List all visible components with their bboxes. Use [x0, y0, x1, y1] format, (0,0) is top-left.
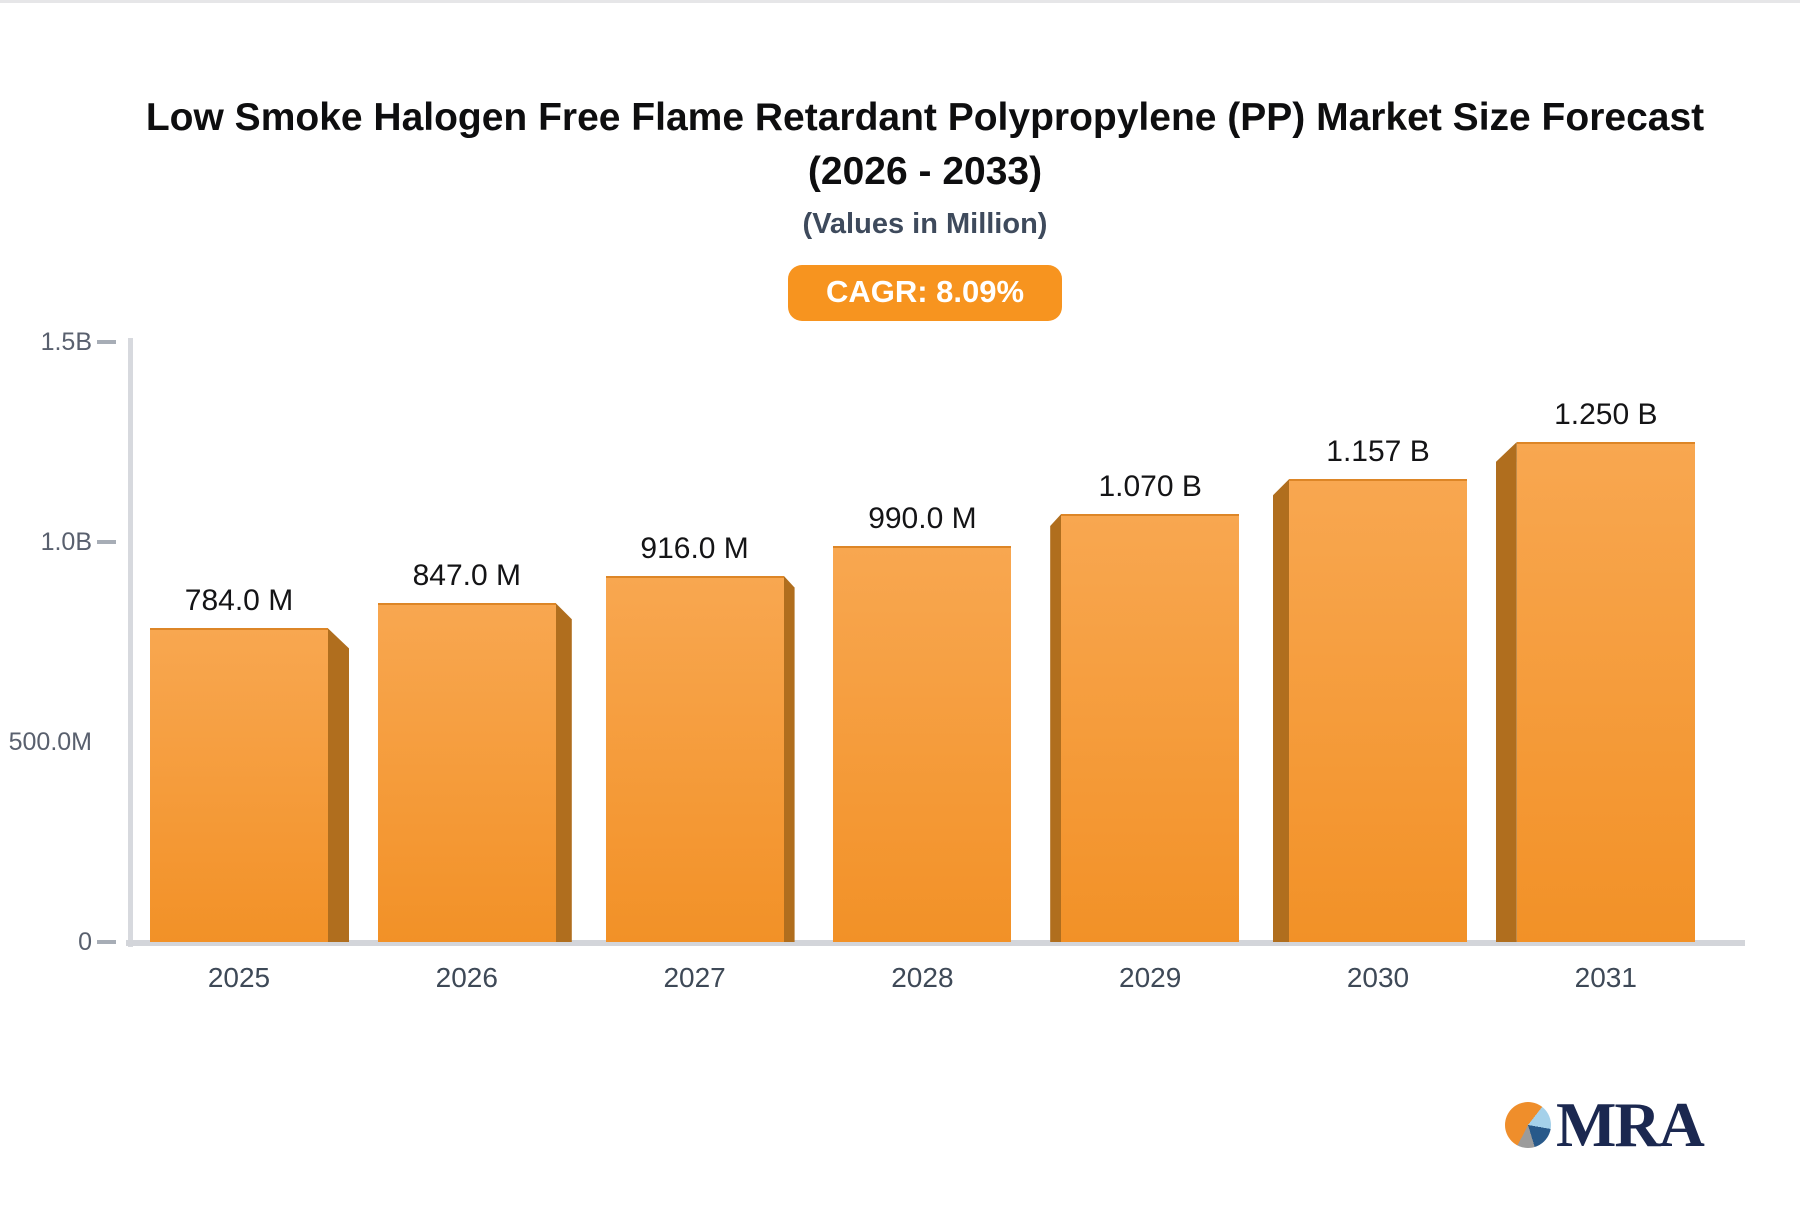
cagr-badge: CAGR: 8.09% [788, 265, 1062, 321]
bar-2029 [1061, 514, 1240, 942]
y-axis-tick-label: 500.0M [8, 728, 92, 756]
bar-3d-side [1050, 514, 1062, 942]
bar-value-label: 1.157 B [1326, 435, 1430, 469]
chart-subtitle: (Values in Million) [802, 208, 1048, 240]
bar-value-label: 990.0 M [868, 502, 977, 535]
bar-value-label: 916.0 M [640, 531, 749, 565]
mra-logo: MRA [1505, 1089, 1705, 1160]
bar-3d-side [1495, 442, 1517, 942]
y-axis-tick [97, 940, 116, 944]
chart-title-line1: Low Smoke Halogen Free Flame Retardant P… [145, 96, 1705, 139]
y-axis-line [128, 338, 133, 947]
mra-logo-pie-icon [1505, 1102, 1551, 1148]
y-axis-tick [97, 340, 116, 344]
bar-2026 [377, 603, 556, 942]
x-axis-line [126, 940, 1745, 946]
bar-value-label: 784.0 M [184, 584, 294, 618]
bar-2028 [833, 546, 1012, 942]
y-axis-tick-label: 1.5B [40, 328, 92, 356]
bar-3d-side [555, 603, 572, 942]
y-axis-tick-label: 1.0B [40, 528, 92, 556]
x-axis-label-2027: 2027 [663, 962, 726, 993]
bar-3d-side [328, 628, 349, 942]
bar-2031 [1516, 442, 1695, 942]
x-axis-label-2026: 2026 [435, 962, 498, 993]
bar-2025 [150, 628, 328, 942]
bar-3d-side [1273, 479, 1289, 942]
bar-2030 [1289, 479, 1467, 942]
y-axis-tick-label: 0 [78, 928, 92, 956]
x-axis-label-2028: 2028 [891, 962, 954, 993]
bar-value-label: 1.250 B [1554, 398, 1658, 431]
bar-value-label: 847.0 M [412, 559, 521, 593]
x-axis-label-2030: 2030 [1346, 962, 1410, 993]
mra-logo-text: MRA [1556, 1089, 1705, 1160]
top-border-line [0, 0, 1800, 3]
bar-2027 [605, 575, 784, 942]
x-axis-label-2025: 2025 [207, 962, 271, 993]
x-axis-label-2031: 2031 [1574, 962, 1637, 993]
bar-value-label: 1.070 B [1098, 470, 1202, 503]
y-axis-tick [97, 540, 116, 544]
chart-header: Low Smoke Halogen Free Flame Retardant P… [25, 0, 1800, 321]
bar-3d-side [783, 575, 795, 942]
x-axis-label-2029: 2029 [1119, 962, 1182, 993]
chart-title-line2: (2026 - 2033) [807, 150, 1043, 193]
